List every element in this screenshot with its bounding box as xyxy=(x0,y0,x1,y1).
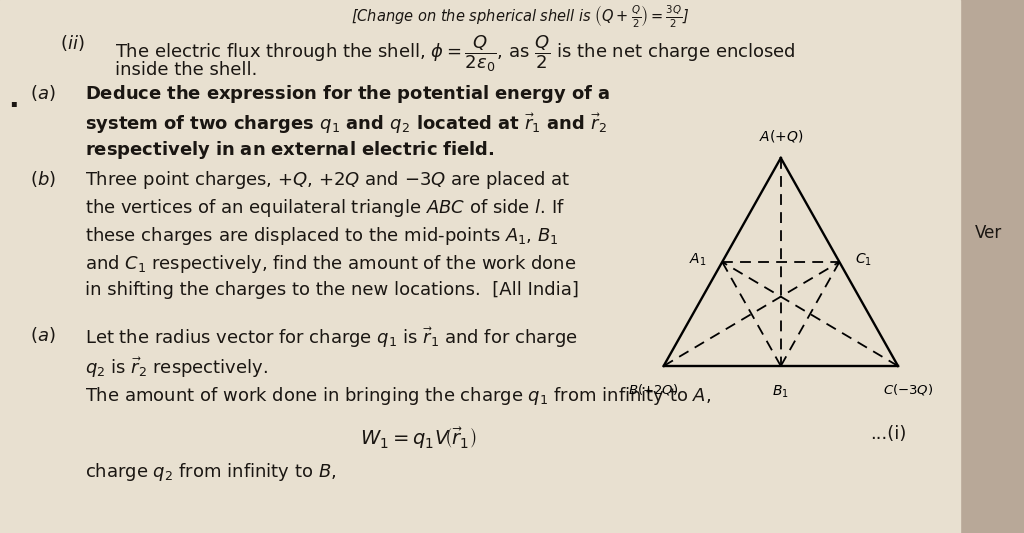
Text: $(a)$: $(a)$ xyxy=(30,83,55,103)
Text: the vertices of an equilateral triangle $ABC$ of side $l$. If: the vertices of an equilateral triangle … xyxy=(85,197,565,219)
Text: $(ii)$: $(ii)$ xyxy=(60,33,84,53)
Text: $B_1$: $B_1$ xyxy=(772,384,790,400)
Text: The amount of work done in bringing the charge $q_1$ from infinity to $A$,: The amount of work done in bringing the … xyxy=(85,385,712,407)
Text: $W_1 = q_1 V\!\left(\vec{r}_1\right)$: $W_1 = q_1 V\!\left(\vec{r}_1\right)$ xyxy=(360,425,476,451)
Text: and $C_1$ respectively, find the amount of the work done: and $C_1$ respectively, find the amount … xyxy=(85,253,577,275)
Text: $C(-3Q)$: $C(-3Q)$ xyxy=(884,382,934,397)
Bar xyxy=(961,0,1024,533)
Text: Let the radius vector for charge $q_1$ is $\vec{r}_1$ and for charge: Let the radius vector for charge $q_1$ i… xyxy=(85,325,578,350)
Text: $B(+2Q)$: $B(+2Q)$ xyxy=(628,382,678,397)
Text: The electric flux through the shell, $\phi = \dfrac{Q}{2\varepsilon_0}$, as $\df: The electric flux through the shell, $\p… xyxy=(115,33,796,74)
Text: $\mathbf{respectively\ in\ an\ external\ electric\ field.}$: $\mathbf{respectively\ in\ an\ external\… xyxy=(85,139,495,161)
Text: $C_1$: $C_1$ xyxy=(855,252,872,268)
Text: $(b)$: $(b)$ xyxy=(30,169,56,189)
Text: ...(i): ...(i) xyxy=(870,425,906,443)
Text: .: . xyxy=(8,85,18,113)
Text: Ver: Ver xyxy=(975,224,1002,242)
Text: Three point charges, $+Q$, $+2Q$ and $-3Q$ are placed at: Three point charges, $+Q$, $+2Q$ and $-3… xyxy=(85,169,570,191)
Text: inside the shell.: inside the shell. xyxy=(115,61,257,79)
Text: $(a)$: $(a)$ xyxy=(30,325,55,345)
Text: these charges are displaced to the mid-points $A_1$, $B_1$: these charges are displaced to the mid-p… xyxy=(85,225,559,247)
Text: $q_2$ is $\vec{r}_2$ respectively.: $q_2$ is $\vec{r}_2$ respectively. xyxy=(85,355,268,380)
Text: $\mathbf{system\ of\ two\ charges}$ $\boldsymbol{q_1}$ $\mathbf{and}$ $\boldsymb: $\mathbf{system\ of\ two\ charges}$ $\bo… xyxy=(85,111,607,136)
Text: $A(+Q)$: $A(+Q)$ xyxy=(759,128,803,144)
Text: $A_1$: $A_1$ xyxy=(689,252,707,268)
Text: $\mathbf{Deduce\ the\ expression\ for\ the\ potential\ energy\ of\ a}$: $\mathbf{Deduce\ the\ expression\ for\ t… xyxy=(85,83,610,105)
Text: [Change on the spherical shell is $\left(Q+\frac{Q}{2}\right)=\frac{3Q}{2}$]: [Change on the spherical shell is $\left… xyxy=(351,3,689,30)
Text: in shifting the charges to the new locations.  [All India]: in shifting the charges to the new locat… xyxy=(85,281,579,299)
Text: charge $q_2$ from infinity to $B$,: charge $q_2$ from infinity to $B$, xyxy=(85,461,336,483)
